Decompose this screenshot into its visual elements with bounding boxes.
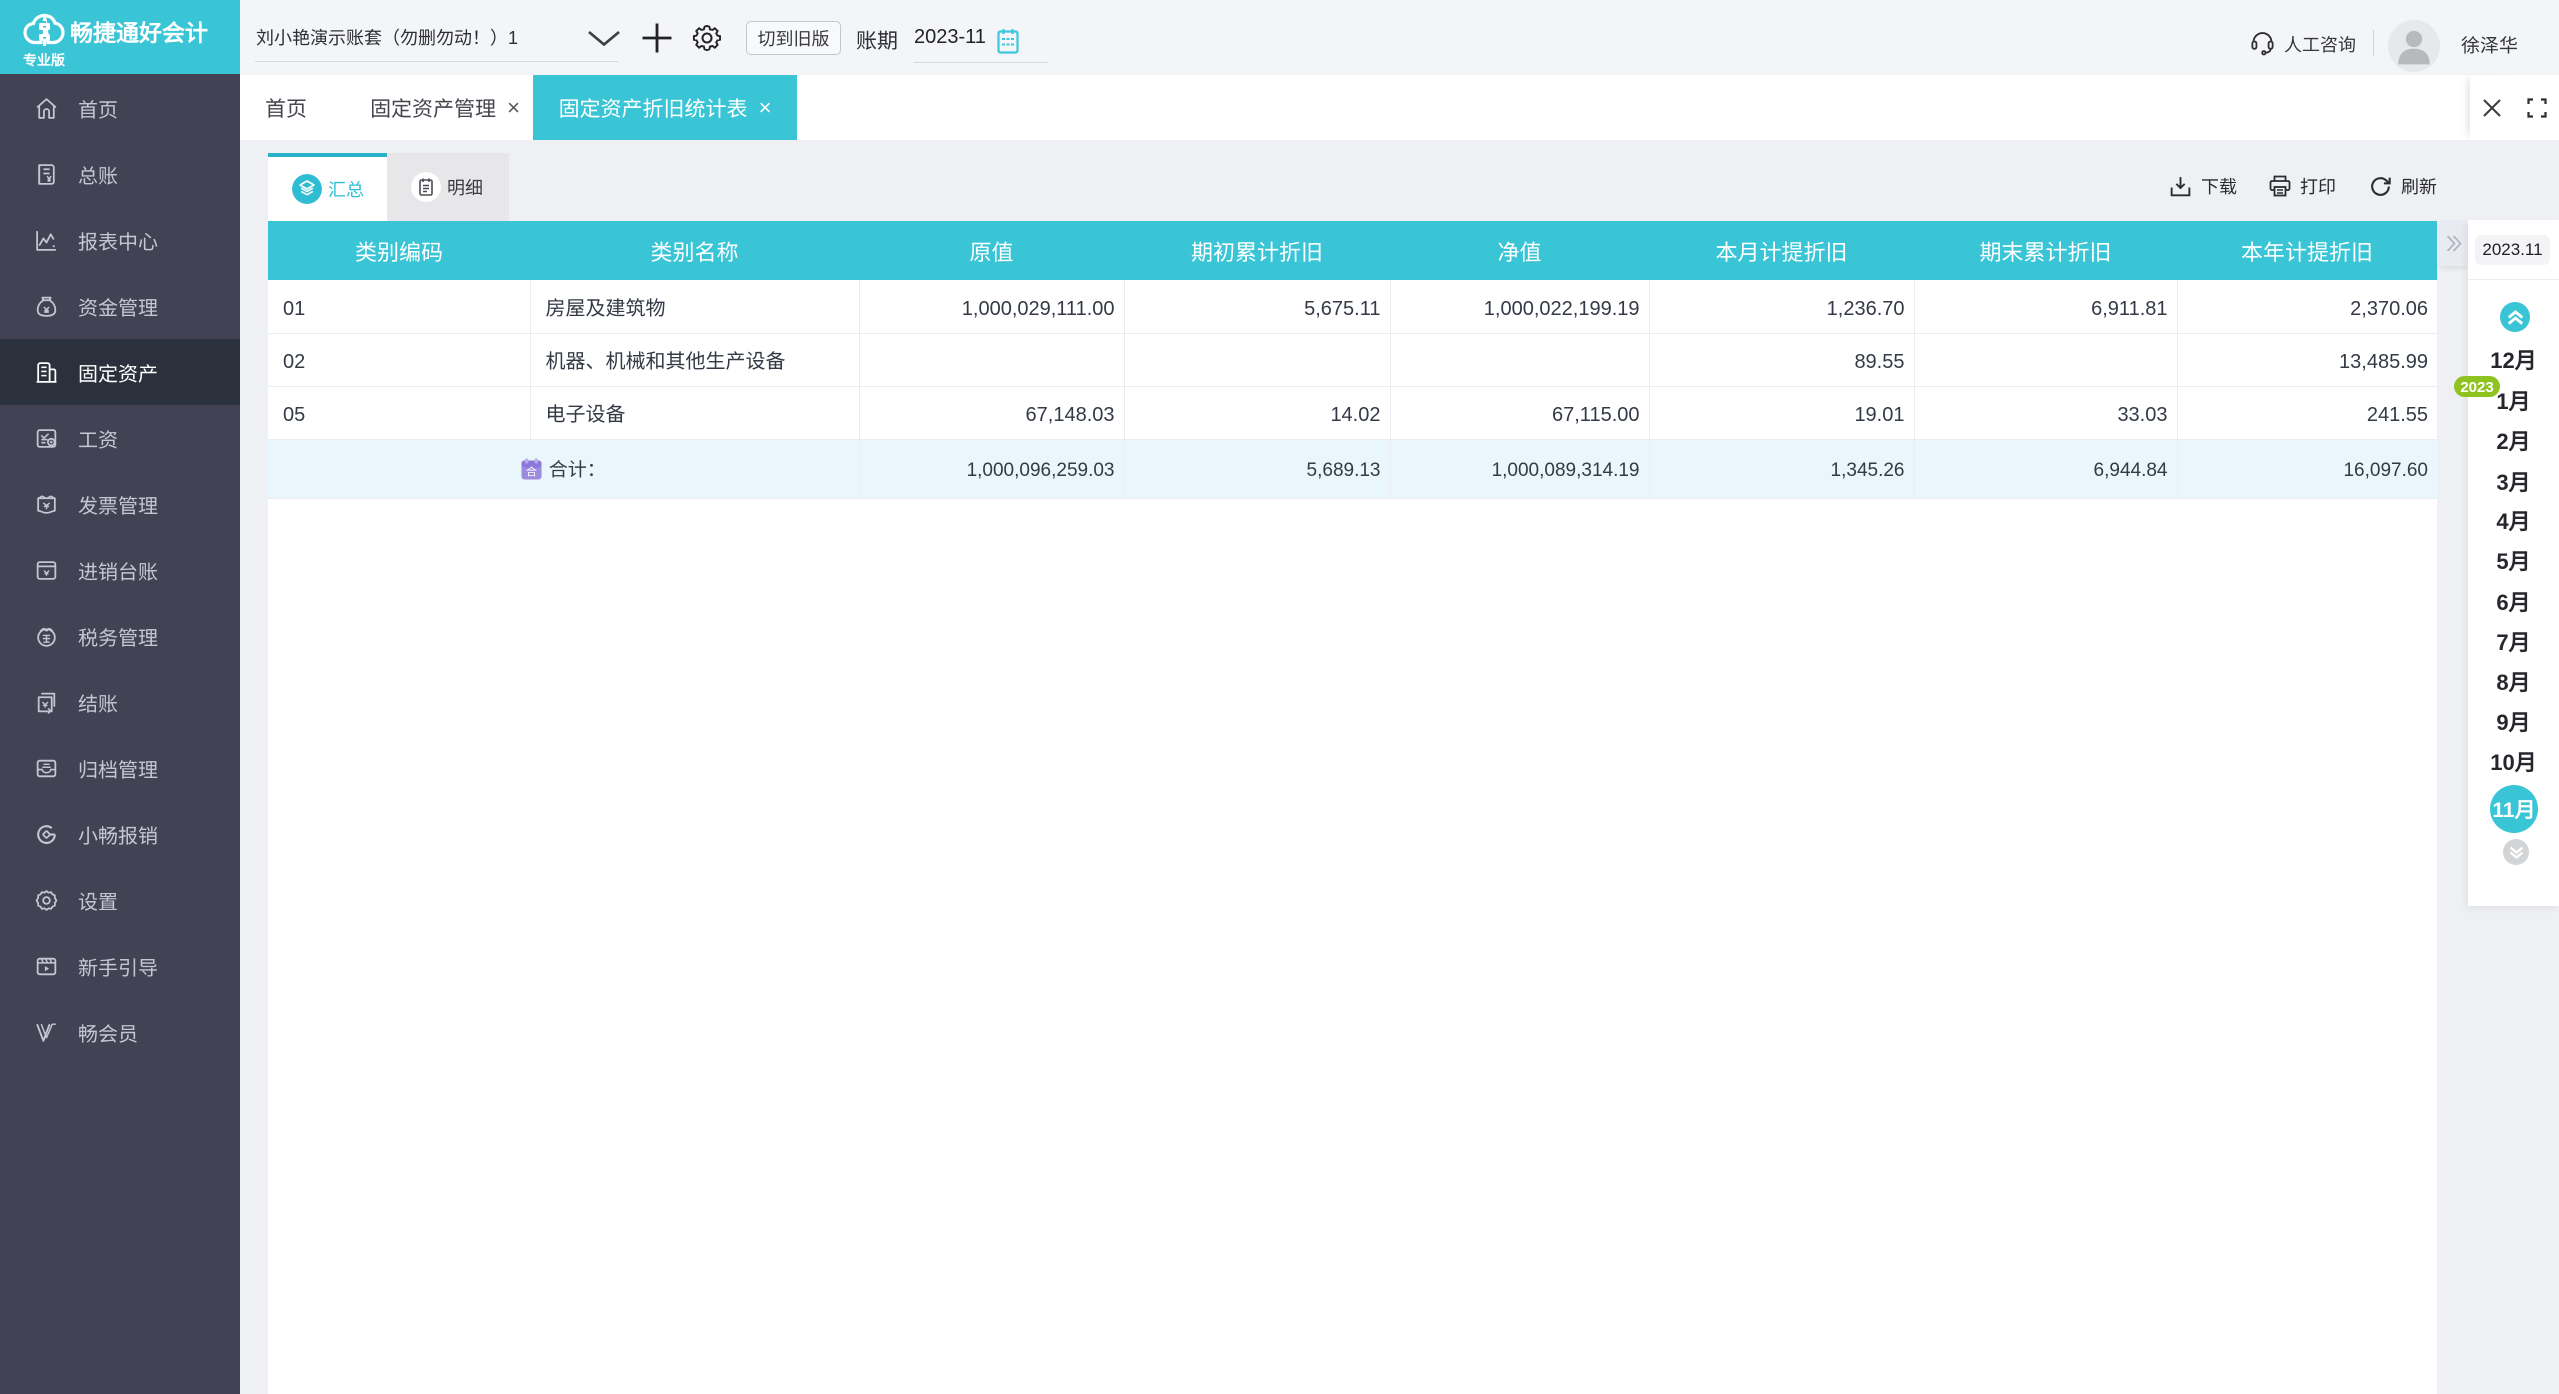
svg-text:合: 合 (526, 464, 537, 480)
